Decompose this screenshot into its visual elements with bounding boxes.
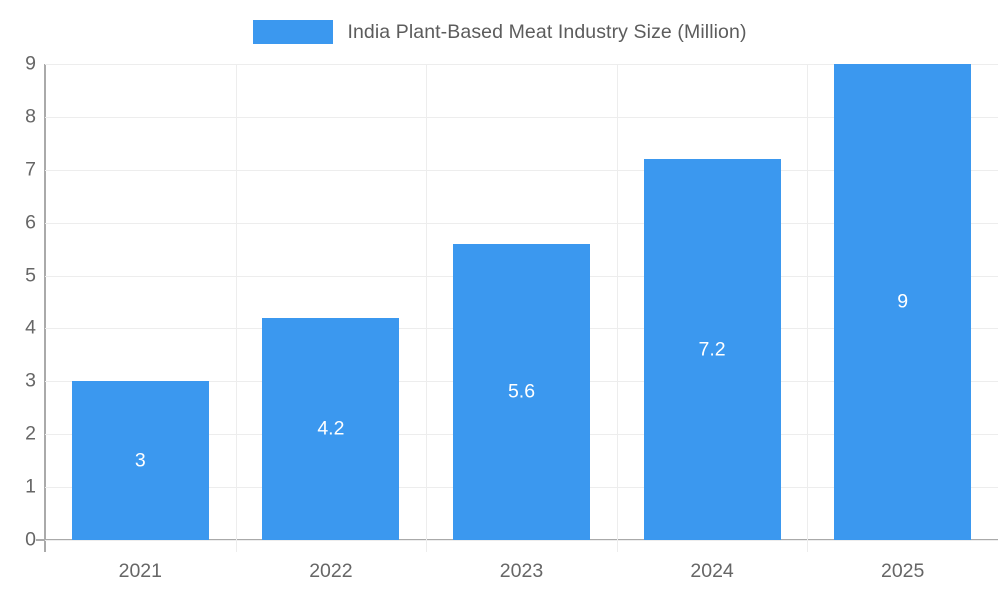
bar-2024[interactable]: 7.2 bbox=[643, 159, 781, 540]
y-tick-label: 6 bbox=[25, 210, 36, 233]
gridline-vertical bbox=[236, 64, 237, 552]
x-tick-label: 2023 bbox=[499, 560, 544, 582]
legend-item-industry-size[interactable]: India Plant-Based Meat Industry Size (Mi… bbox=[253, 20, 746, 44]
x-tick-label: 2025 bbox=[880, 560, 925, 582]
legend-label: India Plant-Based Meat Industry Size (Mi… bbox=[347, 20, 747, 43]
bar-2022[interactable]: 4.2 bbox=[262, 317, 400, 540]
y-tick-label: 3 bbox=[25, 369, 36, 392]
y-tick-label: 9 bbox=[25, 52, 36, 75]
bar-value-label: 7.2 bbox=[698, 337, 726, 360]
bar-2021[interactable]: 3 bbox=[71, 381, 209, 540]
y-tick-label: 0 bbox=[25, 528, 36, 551]
gridline-vertical bbox=[617, 64, 618, 552]
legend-color-swatch-icon bbox=[253, 20, 334, 44]
x-tick-label: 2021 bbox=[118, 560, 162, 582]
gridline-horizontal bbox=[45, 222, 998, 224]
bar-value-label: 4.2 bbox=[317, 417, 345, 440]
y-tick-label: 1 bbox=[25, 475, 36, 498]
bar-2023[interactable]: 5.6 bbox=[453, 243, 590, 540]
bar-value-label: 3 bbox=[134, 448, 146, 471]
gridline-vertical bbox=[807, 64, 808, 552]
bar-value-label: 5.6 bbox=[507, 380, 536, 403]
gridline-horizontal bbox=[45, 116, 998, 118]
bar-2025[interactable]: 9 bbox=[834, 64, 972, 540]
y-axis-line bbox=[44, 64, 46, 552]
chart-legend: India Plant-Based Meat Industry Size (Mi… bbox=[0, 12, 1000, 52]
y-tick-label: 7 bbox=[25, 158, 36, 181]
x-tick-label: 2022 bbox=[309, 560, 353, 582]
y-tick-label: 8 bbox=[25, 105, 36, 128]
gridline-vertical bbox=[426, 64, 427, 552]
y-tick-label: 2 bbox=[25, 422, 36, 445]
gridline-horizontal bbox=[45, 540, 998, 541]
x-tick-label: 2024 bbox=[690, 560, 734, 582]
gridline-horizontal bbox=[45, 64, 998, 65]
bar-value-label: 9 bbox=[897, 290, 909, 313]
y-tick-label: 5 bbox=[25, 263, 36, 286]
plot-area: 3 4.2 5.6 7.2 9 bbox=[45, 64, 998, 552]
y-tick-label: 4 bbox=[25, 316, 36, 339]
gridline-horizontal bbox=[45, 169, 998, 171]
